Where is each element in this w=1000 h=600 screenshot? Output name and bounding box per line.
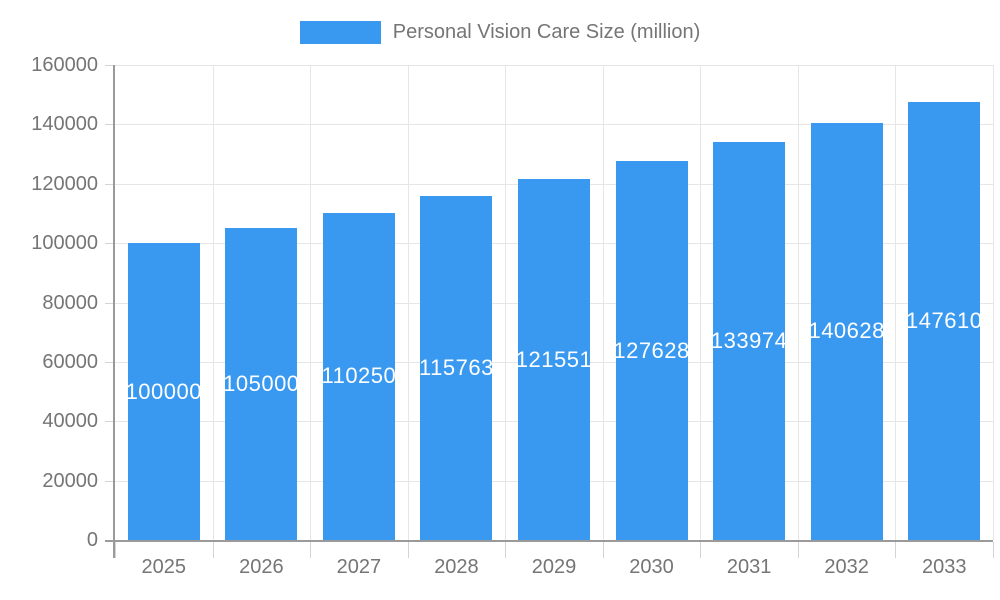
bar[interactable]: 127628 — [615, 161, 688, 540]
x-tick-label: 2025 — [141, 556, 187, 578]
y-tick-label: 140000 — [31, 113, 98, 136]
bar-value-label: 115763 — [420, 355, 493, 381]
bar-value-label: 121551 — [518, 346, 590, 372]
gridline-vertical — [993, 65, 994, 540]
x-tick-label: 2033 — [921, 556, 967, 578]
y-axis-line — [113, 65, 115, 558]
plot-area: 100000 105000 110250 115763 121551 127628 1339… — [105, 65, 994, 558]
bar[interactable]: 105000 — [225, 228, 298, 540]
gridline-vertical — [895, 65, 897, 540]
x-axis-tick — [895, 542, 897, 558]
y-axis-tick — [105, 480, 114, 482]
y-tick-label: 60000 — [42, 350, 98, 373]
x-axis-tick — [115, 542, 116, 558]
x-axis-tick — [602, 542, 604, 558]
x-axis-tick — [310, 542, 312, 558]
bar-value-label: 140628 — [810, 318, 883, 344]
x-tick-label: 2028 — [434, 556, 479, 578]
x-axis-tick — [505, 542, 507, 558]
gridline-vertical — [212, 65, 214, 540]
bar[interactable]: 100000 — [127, 243, 200, 540]
x-axis-tick — [407, 542, 409, 558]
x-tick-label: 2031 — [726, 556, 772, 578]
bar-value-label: 147610 — [908, 307, 981, 333]
y-axis-tick — [105, 124, 114, 126]
x-axis-line — [105, 540, 993, 542]
bar[interactable]: 115763 — [420, 196, 493, 540]
y-tick-label: 20000 — [42, 469, 98, 492]
y-axis-tick — [105, 65, 114, 66]
bar[interactable]: 140628 — [810, 122, 883, 540]
bar[interactable]: 147610 — [908, 101, 981, 540]
gridline-vertical — [797, 65, 799, 540]
y-axis-tick — [105, 183, 114, 185]
y-tick-label: 160000 — [31, 54, 98, 76]
y-axis-tick — [105, 243, 114, 245]
x-tick-label: 2026 — [239, 556, 284, 578]
y-tick-label: 120000 — [31, 172, 98, 195]
gridline-vertical — [602, 65, 604, 540]
y-tick-label: 100000 — [31, 232, 98, 255]
bar[interactable]: 121551 — [518, 179, 590, 540]
bar-value-label: 127628 — [615, 337, 688, 363]
x-axis-tick — [797, 542, 799, 558]
y-axis-tick — [105, 421, 114, 423]
gridline-vertical — [310, 65, 312, 540]
x-axis-tick — [993, 542, 994, 558]
y-axis-tick — [105, 361, 114, 363]
x-axis-tick — [212, 542, 214, 558]
legend-label: Personal Vision Care Size (million) — [392, 21, 701, 43]
bar-value-label: 105000 — [225, 371, 298, 397]
gridline-vertical — [505, 65, 507, 540]
bar[interactable]: 133974 — [713, 142, 786, 540]
x-axis-tick — [700, 542, 702, 558]
gridline-horizontal — [115, 65, 993, 66]
chart-legend[interactable]: Personal Vision Care Size (million) — [0, 21, 1000, 44]
x-tick-label: 2030 — [629, 556, 674, 578]
gridline-horizontal — [115, 124, 993, 126]
y-axis-tick — [105, 302, 114, 304]
bar-value-label: 133974 — [713, 328, 786, 354]
legend-swatch-icon — [299, 21, 381, 44]
y-tick-label: 40000 — [42, 410, 98, 433]
bar[interactable]: 110250 — [322, 212, 395, 540]
gridline-vertical — [700, 65, 702, 540]
gridline-vertical — [407, 65, 409, 540]
bar-value-label: 100000 — [127, 378, 200, 404]
bar-value-label: 110250 — [322, 363, 395, 389]
x-tick-label: 2027 — [336, 556, 382, 578]
y-tick-label: 80000 — [42, 291, 98, 314]
x-tick-label: 2029 — [531, 556, 577, 578]
x-tick-label: 2032 — [824, 556, 869, 578]
y-tick-label: 0 — [86, 529, 98, 551]
